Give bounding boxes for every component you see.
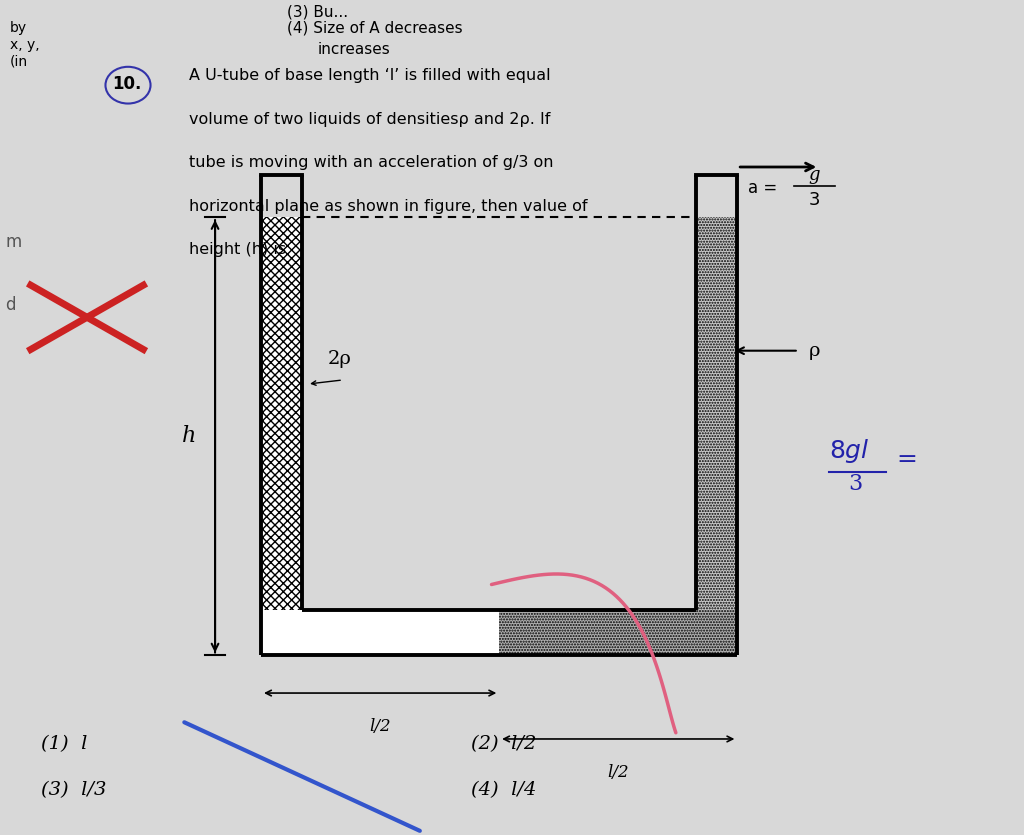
Text: height (h) is: height (h) is (189, 242, 287, 257)
Text: =: = (896, 448, 916, 471)
Text: by: by (10, 21, 28, 35)
Text: (3)  l/3: (3) l/3 (41, 781, 106, 799)
Text: d: d (5, 296, 15, 314)
Text: l/2: l/2 (370, 718, 391, 735)
Text: h: h (182, 425, 197, 448)
Text: (1)  l: (1) l (41, 735, 87, 753)
Bar (261, 217, 302, 610)
Text: (2)  l/2: (2) l/2 (471, 735, 537, 753)
Bar (261, 217, 302, 610)
Text: increases: increases (317, 42, 390, 57)
Text: g: g (808, 166, 820, 185)
Text: horizontal plane as shown in figure, then value of: horizontal plane as shown in figure, the… (189, 199, 588, 214)
Text: m: m (5, 233, 22, 251)
Text: (4) Size of A decreases: (4) Size of A decreases (287, 21, 463, 36)
Text: a =: a = (748, 179, 782, 197)
Text: 10.: 10. (113, 75, 142, 94)
Text: 2ρ: 2ρ (328, 350, 351, 368)
Bar (500, 610, 737, 655)
Text: ρ: ρ (809, 342, 820, 360)
Bar (261, 610, 500, 655)
Text: (in: (in (10, 54, 29, 68)
Bar (261, 610, 500, 655)
Bar (500, 610, 737, 655)
Text: 3: 3 (848, 473, 862, 495)
Text: 3: 3 (808, 191, 820, 210)
Text: tube is moving with an acceleration of g/3 on: tube is moving with an acceleration of g… (189, 155, 554, 170)
Text: $8gl$: $8gl$ (829, 437, 870, 465)
Bar (696, 217, 737, 610)
Text: (4)  l/4: (4) l/4 (471, 781, 537, 799)
Text: x, y,: x, y, (10, 38, 40, 52)
Text: (3) Bu...: (3) Bu... (287, 4, 348, 19)
Bar (696, 217, 737, 610)
Text: volume of two liquids of densitiesρ and 2ρ. If: volume of two liquids of densitiesρ and … (189, 112, 551, 127)
Text: l/2: l/2 (607, 764, 629, 781)
Text: A U-tube of base length ‘l’ is filled with equal: A U-tube of base length ‘l’ is filled wi… (189, 68, 551, 84)
